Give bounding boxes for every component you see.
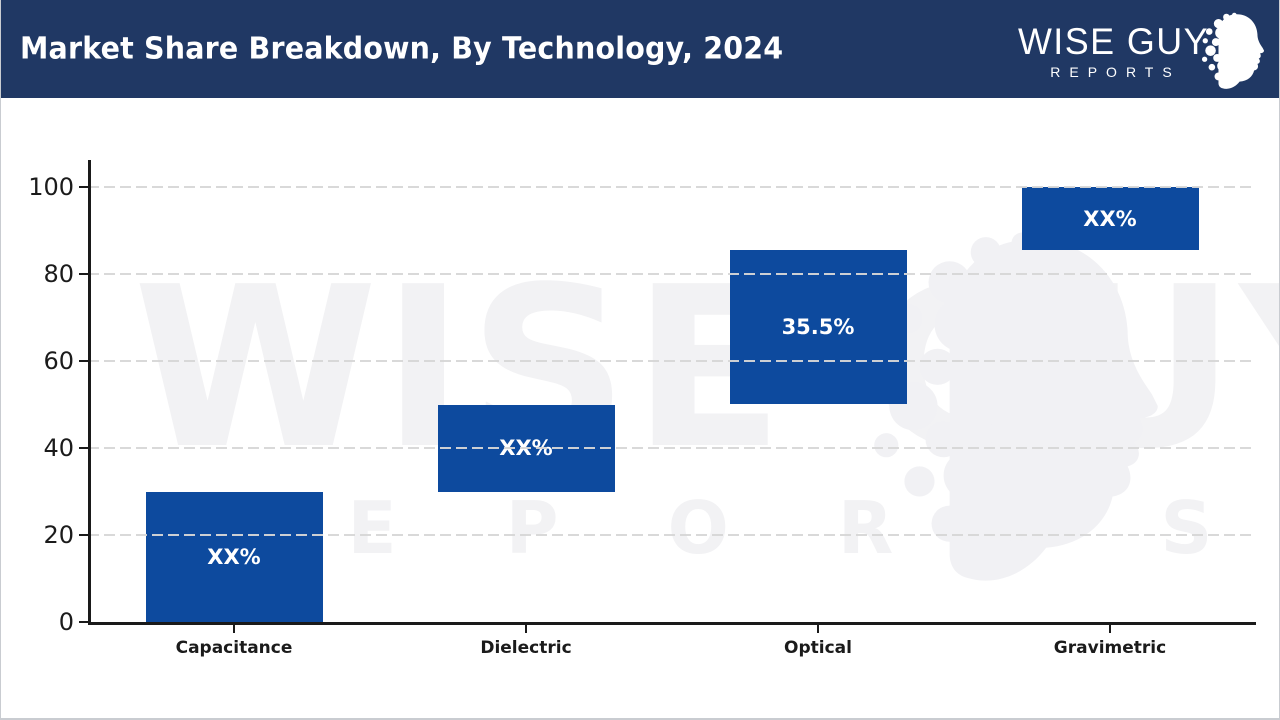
x-tick-dielectric [525,624,527,633]
y-tick-0 [79,621,88,623]
y-tick-80 [79,273,88,275]
bar-value-label: XX% [1083,206,1137,231]
gridline-20 [88,534,1256,536]
bar-optical: 35.5% [729,250,907,405]
gridline-60 [88,360,1256,362]
y-tick-label-60: 60 [43,347,74,375]
y-tick-60 [79,360,88,362]
frame-border-left [0,0,1,720]
x-tick-gravimetric [1109,624,1111,633]
frame-border-bottom [0,718,1280,720]
page-title: Market Share Breakdown, By Technology, 2… [20,31,784,67]
gridline-40 [88,447,1256,449]
x-tick-optical [817,624,819,633]
watermark-head-icon [874,232,1158,581]
x-tick-label-capacitance: Capacitance [175,638,293,658]
y-tick-label-100: 100 [28,173,74,201]
y-tick-label-40: 40 [43,434,74,462]
bar-value-label: XX% [207,544,261,569]
y-axis [88,160,91,624]
logo-subtext: REPORTS [1050,63,1181,80]
x-tick-label-dielectric: Dielectric [480,638,572,658]
brand-logo: WISE GUY REPORTS [1015,8,1266,92]
y-tick-100 [79,186,88,188]
x-tick-label-gravimetric: Gravimetric [1053,638,1167,658]
logo-head-icon [1201,12,1265,89]
logo-wordmark: WISE GUY REPORTS [1015,21,1212,80]
y-tick-label-80: 80 [43,260,74,288]
gridline-80 [88,273,1256,275]
bar-capacitance: XX% [145,491,323,622]
y-tick-40 [79,447,88,449]
y-tick-label-20: 20 [43,521,74,549]
y-tick-20 [79,534,88,536]
gridline-100 [88,186,1256,188]
x-tick-label-optical: Optical [784,638,852,658]
bar-gravimetric: XX% [1021,187,1199,251]
y-tick-label-0: 0 [58,608,74,636]
x-axis [88,621,1256,625]
bar-value-label: 35.5% [781,315,855,340]
x-tick-capacitance [233,624,235,633]
logo-wordmark-text: WISE GUY [1017,20,1210,62]
header-bar: Market Share Breakdown, By Technology, 2… [0,0,1280,98]
